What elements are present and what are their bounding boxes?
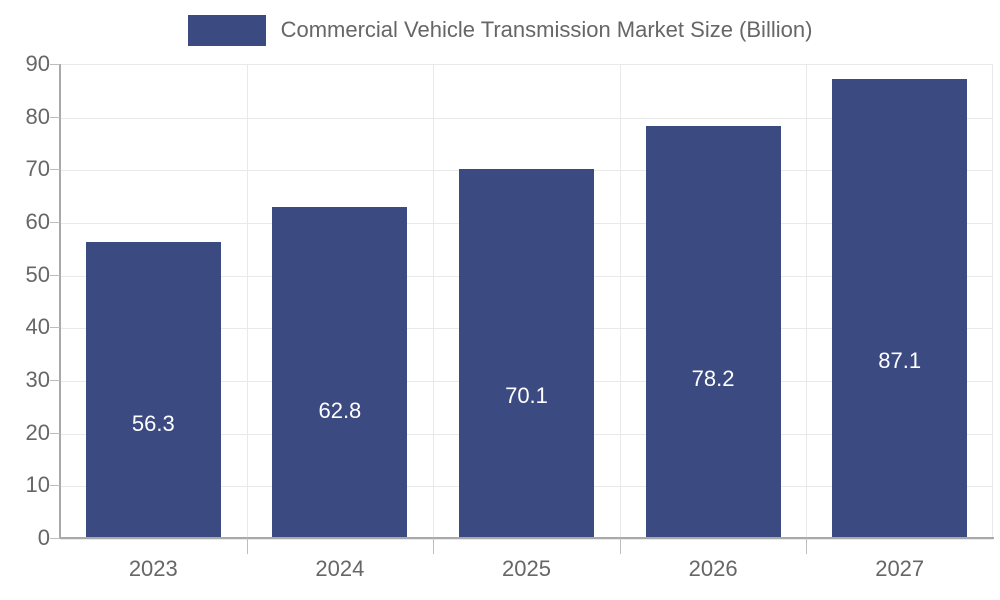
y-axis-tick-mark (50, 485, 60, 487)
x-axis-line (59, 537, 994, 539)
bar[interactable] (272, 207, 407, 538)
horizontal-gridline (60, 539, 993, 540)
y-axis-tick-label: 0 (37, 525, 50, 550)
y-axis-tick-label: 90 (25, 51, 50, 76)
x-axis-tick-label: 2024 (315, 556, 365, 581)
y-axis-tick-mark (50, 222, 60, 223)
y-axis-tick-label: 30 (25, 367, 50, 392)
bar[interactable] (86, 241, 221, 538)
bar[interactable] (646, 126, 781, 538)
y-axis-tick-mark (50, 274, 60, 276)
vertical-gridline (247, 65, 248, 539)
x-axis-tick-mark (806, 538, 807, 554)
legend-label: Commercial Vehicle Transmission Market S… (280, 17, 813, 42)
y-axis-tick-mark (50, 538, 60, 539)
y-axis-tick-label: 10 (25, 472, 50, 498)
y-axis-tick-label: 80 (25, 103, 50, 129)
y-axis-tick-label: 40 (25, 314, 50, 340)
chart-legend: Commercial Vehicle Transmission Market S… (0, 10, 1000, 50)
y-axis-tick-mark (50, 432, 60, 434)
y-axis-tick-mark (50, 64, 60, 65)
bar[interactable] (459, 168, 594, 538)
horizontal-gridline (60, 117, 993, 119)
x-axis-tick-mark (247, 538, 248, 554)
y-axis-tick-mark (50, 327, 60, 329)
vertical-gridline (433, 65, 434, 539)
y-axis-tick-mark (50, 169, 60, 171)
x-axis-tick-mark (620, 538, 621, 554)
y-axis-line (59, 64, 61, 539)
bar[interactable] (832, 79, 967, 538)
x-axis-tick-mark (433, 538, 434, 554)
vertical-gridline (806, 65, 807, 539)
legend-color-swatch (187, 14, 266, 46)
x-axis-tick-label: 2025 (502, 556, 551, 581)
y-axis-tick-label: 50 (25, 261, 50, 287)
y-axis-tick-label: 60 (25, 209, 50, 234)
vertical-gridline (620, 65, 621, 539)
plot-area (60, 64, 993, 540)
y-axis-tick-labels: 0 10 20 30 40 50 60 70 80 90 (0, 0, 50, 600)
x-axis-tick-label: 2027 (875, 556, 925, 581)
x-axis-tick-label: 2023 (128, 556, 178, 581)
y-axis-tick-label: 20 (25, 419, 50, 445)
y-axis-tick-mark (50, 116, 60, 118)
x-axis-tick-label: 2026 (688, 556, 738, 581)
y-axis-tick-mark (50, 380, 60, 381)
y-axis-tick-label: 70 (25, 156, 50, 182)
